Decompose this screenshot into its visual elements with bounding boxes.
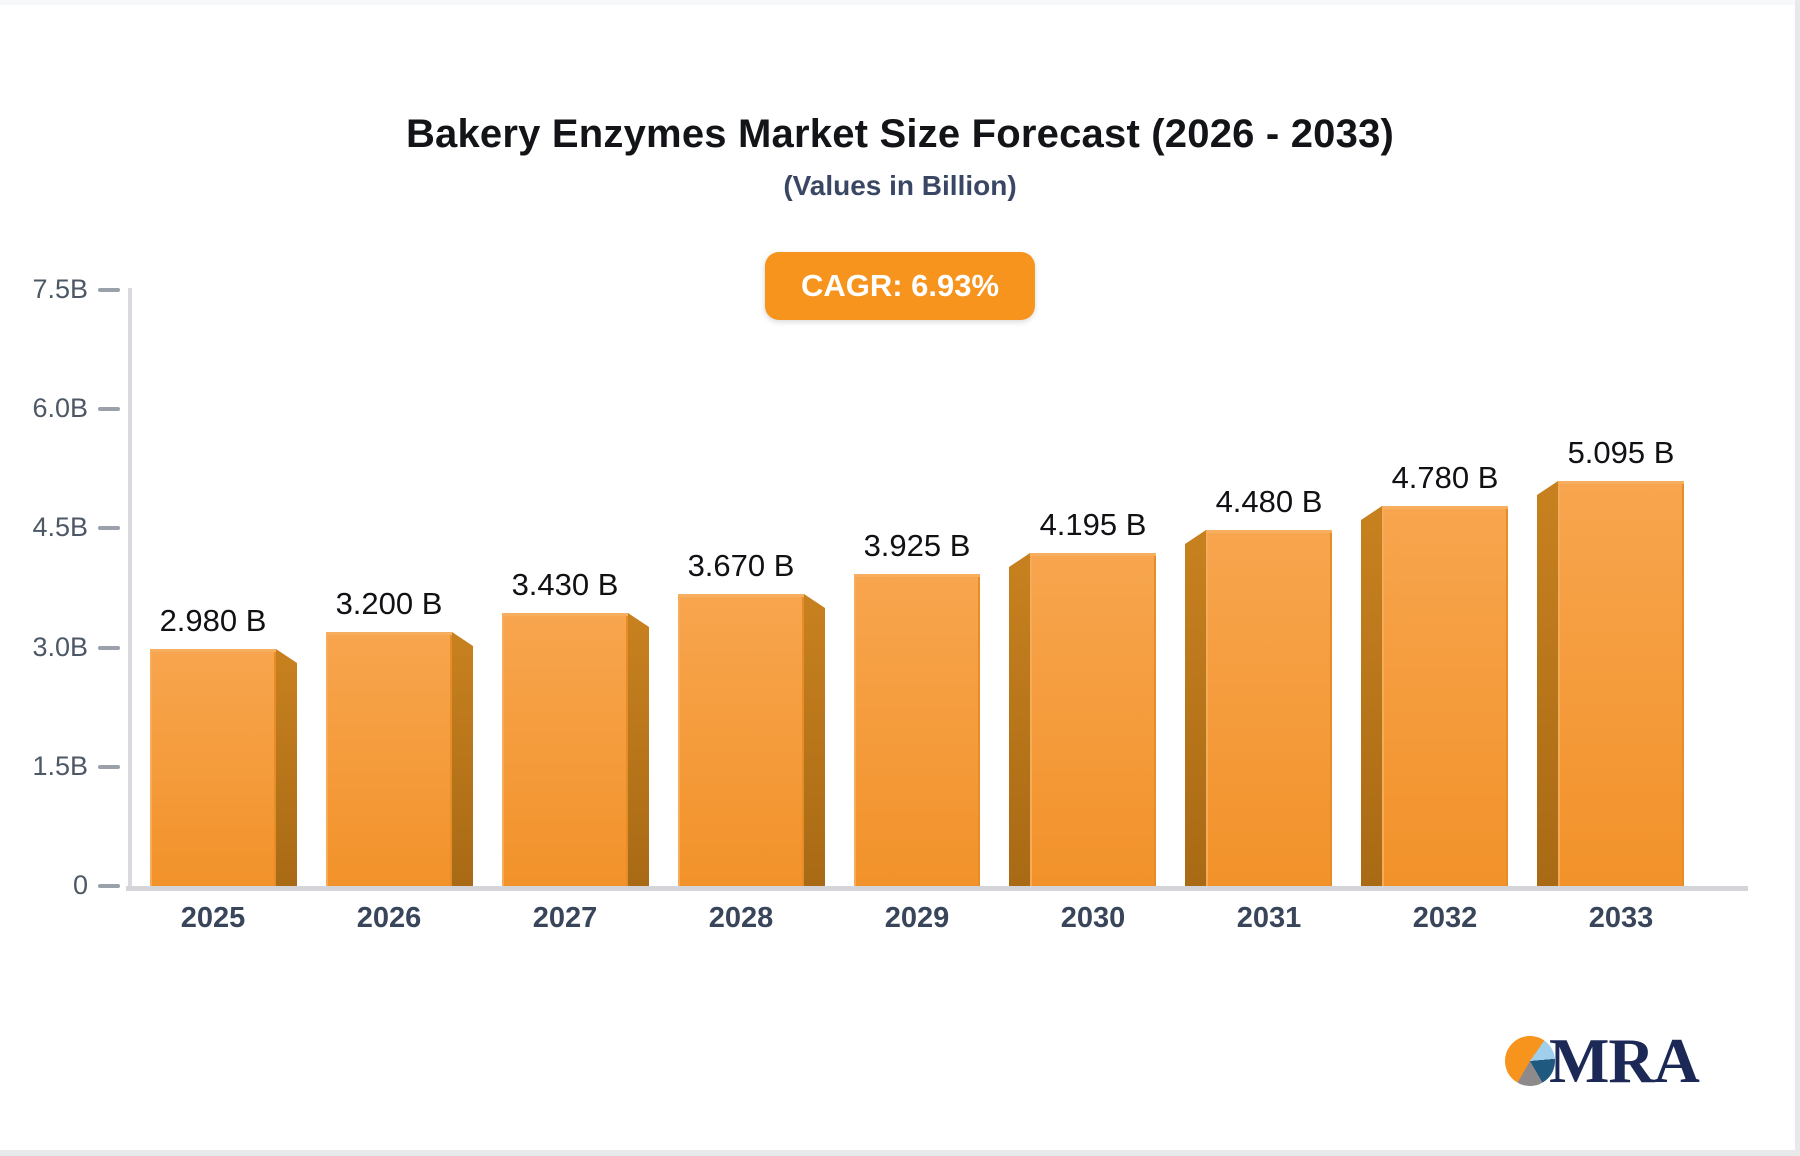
bar-2032 [1382, 506, 1508, 886]
bar-2027 [502, 613, 628, 886]
bar-side-3d [452, 632, 473, 886]
x-axis-label-2032: 2032 [1412, 902, 1478, 934]
bar-2026 [326, 632, 452, 886]
y-tick-label: 1.5B [32, 750, 88, 781]
bar-value-label: 2.980 B [159, 603, 267, 638]
y-tick-label: 7.5B [32, 274, 88, 304]
y-tick-mark [98, 526, 120, 531]
cagr-badge: CAGR: 6.93% [764, 252, 1036, 320]
page-bottom-strip [0, 1150, 1800, 1156]
x-axis-label-2033: 2033 [1588, 902, 1654, 934]
bar-2033 [1558, 481, 1684, 886]
chart-title: Bakery Enzymes Market Size Forecast (202… [405, 112, 1395, 156]
x-axis-label-2029: 2029 [884, 902, 950, 934]
y-tick-mark [98, 645, 120, 650]
bar-2028 [678, 594, 804, 886]
brand-pie-icon [1505, 1036, 1555, 1086]
bar-2030 [1030, 553, 1156, 886]
y-tick-label: 6.0B [32, 393, 88, 424]
y-tick-label: 3.0B [32, 631, 88, 662]
x-axis-label-2030: 2030 [1060, 902, 1126, 934]
brand-name: MRA [1549, 1025, 1700, 1096]
chart-subtitle: (Values in Billion) [783, 170, 1017, 201]
bar-value-label: 4.780 B [1391, 460, 1499, 495]
bar-value-label: 3.670 B [687, 548, 795, 583]
y-tick-mark [98, 884, 120, 888]
x-axis-label-2028: 2028 [708, 902, 774, 934]
bar-side-3d [628, 613, 649, 886]
y-tick-label: 0 [72, 870, 88, 900]
bar-value-label: 4.195 B [1039, 507, 1147, 542]
x-axis-label-2025: 2025 [180, 902, 246, 934]
bar-2029 [854, 574, 980, 886]
bar-side-3d [276, 649, 297, 886]
brand-logo: MRA [1505, 1025, 1700, 1096]
y-axis-line [128, 288, 132, 889]
bar-side-3d [1009, 553, 1030, 886]
y-tick-mark [98, 288, 120, 292]
bar-value-label: 3.200 B [335, 586, 443, 621]
bar-value-label: 4.480 B [1215, 484, 1323, 519]
bar-side-3d [1537, 481, 1558, 886]
y-tick-mark [98, 764, 120, 769]
bar-2031 [1206, 530, 1332, 886]
cagr-badge-label: CAGR: 6.93% [800, 268, 1000, 303]
bar-value-label: 3.430 B [511, 567, 619, 602]
bar-value-label: 5.095 B [1567, 435, 1675, 470]
page-top-strip [0, 0, 1800, 5]
x-axis-label-2027: 2027 [532, 902, 598, 934]
x-axis-line [126, 886, 1748, 891]
x-axis-label-2026: 2026 [356, 902, 422, 934]
y-tick-label: 4.5B [32, 512, 88, 543]
bar-side-3d [804, 594, 825, 886]
page-right-strip [1795, 0, 1800, 1156]
bar-value-label: 3.925 B [863, 528, 971, 563]
bar-2025 [150, 649, 276, 886]
bar-side-3d [1361, 506, 1382, 886]
bar-side-3d [1185, 530, 1206, 886]
y-tick-mark [98, 407, 120, 412]
x-axis-label-2031: 2031 [1236, 902, 1302, 934]
